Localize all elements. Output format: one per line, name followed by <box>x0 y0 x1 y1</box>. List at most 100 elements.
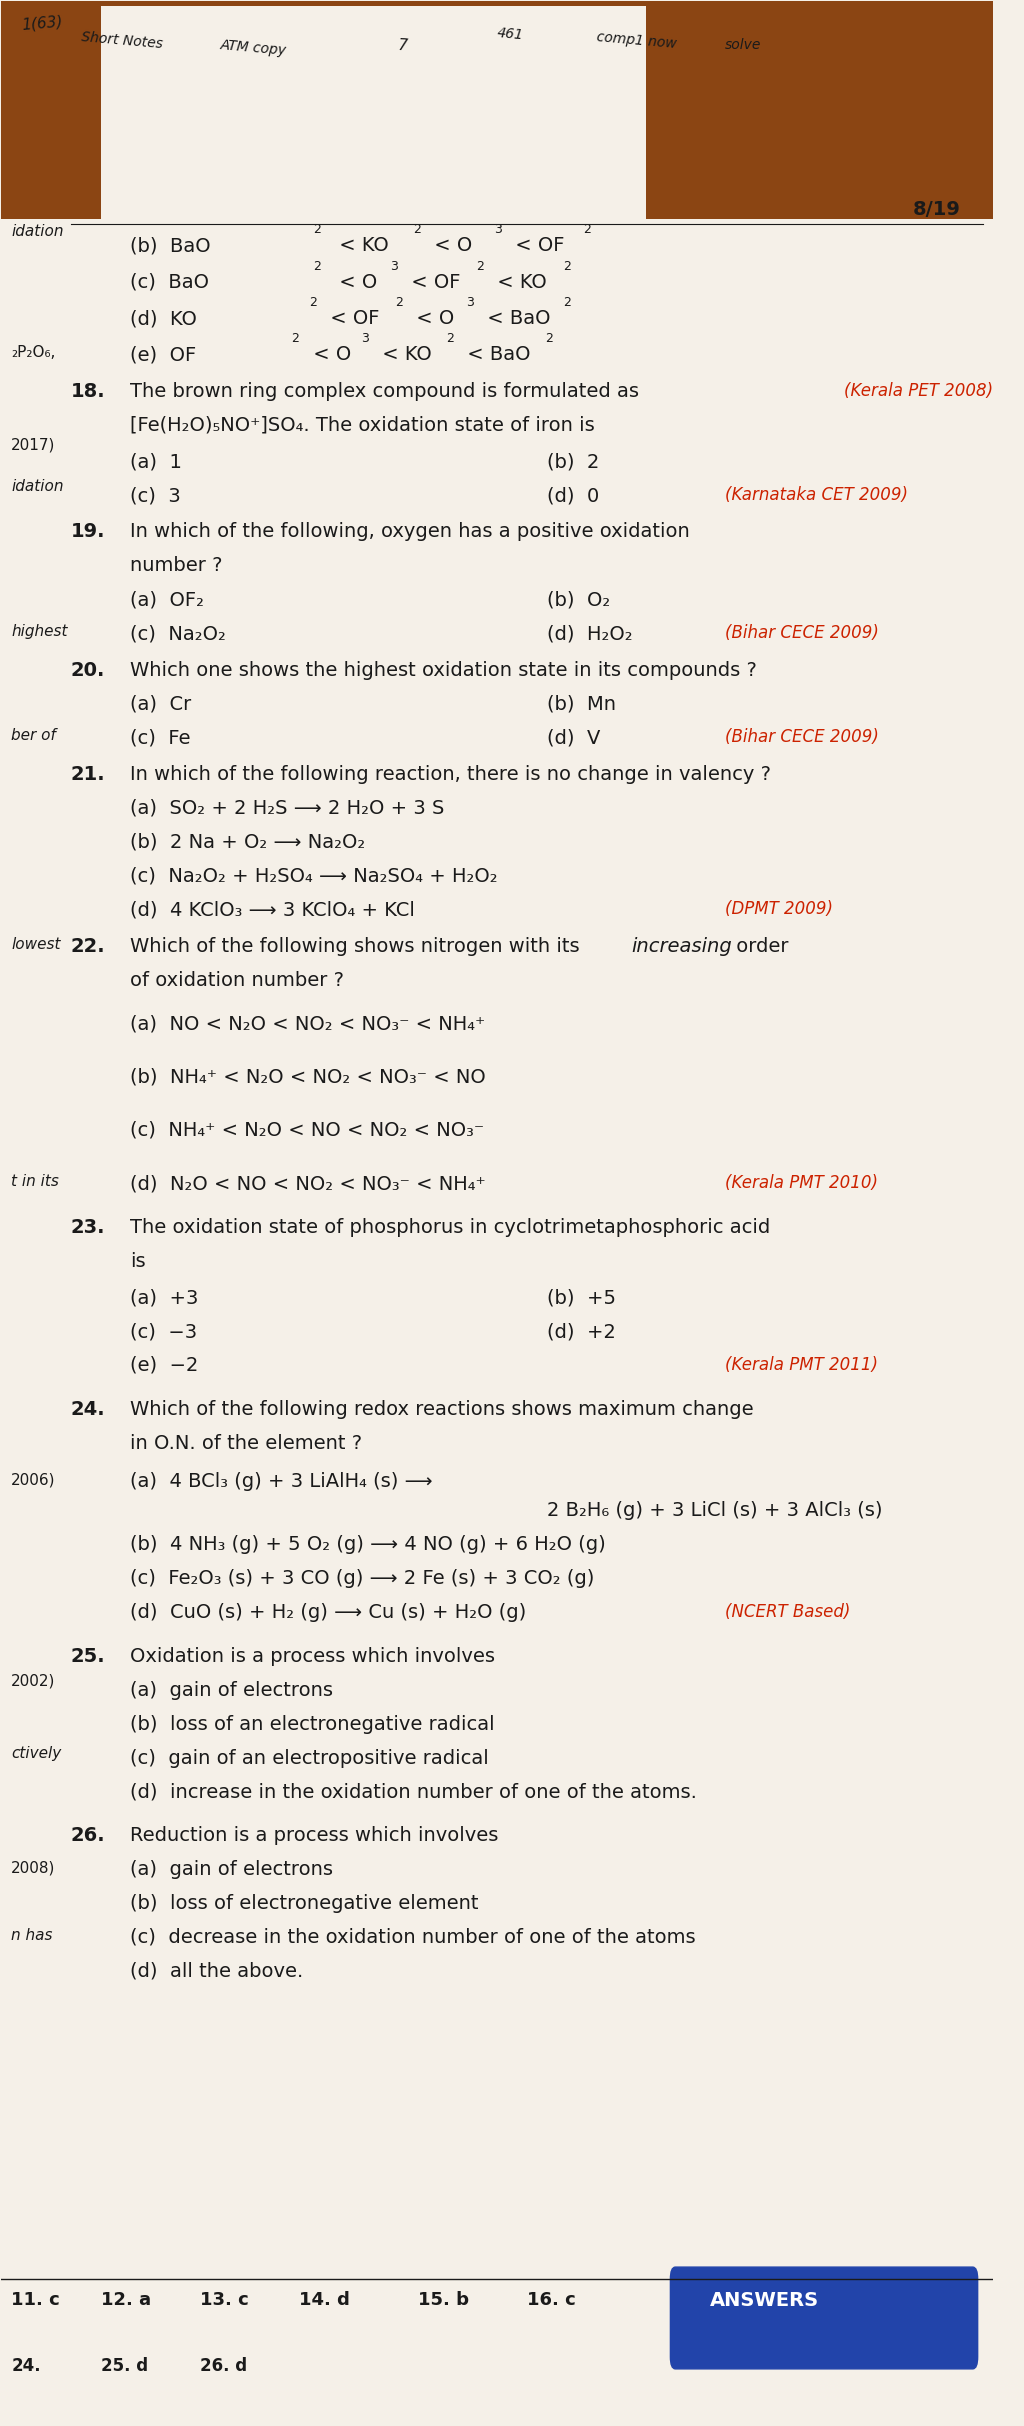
Text: 25.: 25. <box>71 1647 105 1667</box>
Text: (a)  4 BCl₃ (g) + 3 LiAlH₄ (s) ⟶: (a) 4 BCl₃ (g) + 3 LiAlH₄ (s) ⟶ <box>130 1473 433 1492</box>
Text: 2: 2 <box>308 296 316 308</box>
Text: 18.: 18. <box>71 381 105 400</box>
Text: (d)  4 KClO₃ ⟶ 3 KClO₄ + KCl: (d) 4 KClO₃ ⟶ 3 KClO₄ + KCl <box>130 900 415 919</box>
Text: (b)  NH₄⁺ < N₂O < NO₂ < NO₃⁻ < NO: (b) NH₄⁺ < N₂O < NO₂ < NO₃⁻ < NO <box>130 1067 486 1087</box>
Text: < OF: < OF <box>324 308 379 328</box>
Text: 2017): 2017) <box>11 437 55 454</box>
FancyBboxPatch shape <box>100 7 645 218</box>
Text: < BaO: < BaO <box>481 308 551 328</box>
Text: 2: 2 <box>476 260 484 272</box>
Text: (a)  +3: (a) +3 <box>130 1288 199 1308</box>
Text: t in its: t in its <box>11 1174 59 1189</box>
Text: 20.: 20. <box>71 660 105 679</box>
Text: (c)  Fe: (c) Fe <box>130 728 190 747</box>
Text: 2: 2 <box>313 223 322 235</box>
Text: (a)  gain of electrons: (a) gain of electrons <box>130 1861 333 1880</box>
Text: (c)  Fe₂O₃ (s) + 3 CO (g) ⟶ 2 Fe (s) + 3 CO₂ (g): (c) Fe₂O₃ (s) + 3 CO (g) ⟶ 2 Fe (s) + 3 … <box>130 1570 595 1589</box>
Text: (DPMT 2009): (DPMT 2009) <box>725 900 833 919</box>
Text: 21.: 21. <box>71 764 105 784</box>
Text: is: is <box>130 1252 145 1271</box>
Text: Which one shows the highest oxidation state in its compounds ?: Which one shows the highest oxidation st… <box>130 660 757 679</box>
Text: 2002): 2002) <box>11 1674 55 1688</box>
FancyBboxPatch shape <box>671 2268 978 2368</box>
Text: (a)  OF₂: (a) OF₂ <box>130 590 204 609</box>
Text: 24.: 24. <box>11 2356 41 2375</box>
Text: (a)  1: (a) 1 <box>130 451 182 471</box>
Text: idation: idation <box>11 478 63 495</box>
Text: (d)  all the above.: (d) all the above. <box>130 1963 303 1980</box>
Text: 26.: 26. <box>71 1827 105 1846</box>
Text: 2: 2 <box>395 296 402 308</box>
Text: 2: 2 <box>446 332 455 344</box>
Text: 2: 2 <box>563 260 571 272</box>
Text: Which of the following redox reactions shows maximum change: Which of the following redox reactions s… <box>130 1400 754 1419</box>
Text: 2008): 2008) <box>11 1861 55 1875</box>
Text: (b)  +5: (b) +5 <box>547 1288 615 1308</box>
Text: Short Notes: Short Notes <box>81 32 164 51</box>
Text: < O: < O <box>428 235 472 255</box>
Text: 3: 3 <box>361 332 369 344</box>
Text: (d)  0: (d) 0 <box>547 485 599 505</box>
Text: 2: 2 <box>413 223 421 235</box>
Text: 8/19: 8/19 <box>913 201 962 218</box>
Text: 3: 3 <box>466 296 474 308</box>
Text: (a)  NO < N₂O < NO₂ < NO₃⁻ < NH₄⁺: (a) NO < N₂O < NO₂ < NO₃⁻ < NH₄⁺ <box>130 1014 485 1033</box>
Text: 1(63): 1(63) <box>22 15 63 32</box>
Text: (d)  +2: (d) +2 <box>547 1322 615 1342</box>
FancyBboxPatch shape <box>1 2 992 218</box>
Text: (c)  Na₂O₂ + H₂SO₄ ⟶ Na₂SO₄ + H₂O₂: (c) Na₂O₂ + H₂SO₄ ⟶ Na₂SO₄ + H₂O₂ <box>130 866 498 885</box>
Text: 2: 2 <box>584 223 591 235</box>
Text: < KO: < KO <box>334 235 389 255</box>
Text: (c)  decrease in the oxidation number of one of the atoms: (c) decrease in the oxidation number of … <box>130 1929 696 1946</box>
Text: (d)  V: (d) V <box>547 728 600 747</box>
Text: The brown ring complex compound is formulated as: The brown ring complex compound is formu… <box>130 381 639 400</box>
Text: 24.: 24. <box>71 1400 105 1419</box>
Text: 461: 461 <box>497 27 524 41</box>
Text: (b)  2 Na + O₂ ⟶ Na₂O₂: (b) 2 Na + O₂ ⟶ Na₂O₂ <box>130 832 366 852</box>
Text: < KO: < KO <box>376 344 432 364</box>
Text: 12. a: 12. a <box>100 2290 151 2310</box>
Text: (c)  −3: (c) −3 <box>130 1322 198 1342</box>
Text: (e)  OF: (e) OF <box>130 344 197 364</box>
Text: order: order <box>730 936 788 956</box>
Text: 22.: 22. <box>71 936 105 956</box>
Text: (a)  SO₂ + 2 H₂S ⟶ 2 H₂O + 3 S: (a) SO₂ + 2 H₂S ⟶ 2 H₂O + 3 S <box>130 798 444 818</box>
Text: 2: 2 <box>563 296 571 308</box>
Text: (b)  Mn: (b) Mn <box>547 694 615 713</box>
Text: (b)  2: (b) 2 <box>547 451 599 471</box>
Text: 13. c: 13. c <box>200 2290 249 2310</box>
Text: < O: < O <box>410 308 454 328</box>
Text: number ?: number ? <box>130 556 223 575</box>
Text: 2: 2 <box>291 332 299 344</box>
Text: (Bihar CECE 2009): (Bihar CECE 2009) <box>725 728 879 747</box>
Text: Reduction is a process which involves: Reduction is a process which involves <box>130 1827 499 1846</box>
Text: (a)  Cr: (a) Cr <box>130 694 191 713</box>
Text: < OF: < OF <box>509 235 564 255</box>
Text: < O: < O <box>306 344 351 364</box>
Text: of oxidation number ?: of oxidation number ? <box>130 970 344 990</box>
Text: 2: 2 <box>546 332 553 344</box>
Text: n has: n has <box>11 1929 53 1943</box>
Text: 3: 3 <box>390 260 397 272</box>
Text: < KO: < KO <box>492 272 547 291</box>
Text: (e)  −2: (e) −2 <box>130 1356 199 1376</box>
Text: (b)  loss of electronegative element: (b) loss of electronegative element <box>130 1895 479 1914</box>
Text: 11. c: 11. c <box>11 2290 60 2310</box>
Text: (b)  BaO: (b) BaO <box>130 235 211 255</box>
Text: < BaO: < BaO <box>461 344 530 364</box>
Text: 25. d: 25. d <box>100 2356 147 2375</box>
Text: Which of the following shows nitrogen with its: Which of the following shows nitrogen wi… <box>130 936 586 956</box>
Text: in O.N. of the element ?: in O.N. of the element ? <box>130 1434 362 1453</box>
Text: (c)  3: (c) 3 <box>130 485 181 505</box>
Text: (b)  O₂: (b) O₂ <box>547 590 609 609</box>
Text: ₂P₂O₆,: ₂P₂O₆, <box>11 344 55 361</box>
Text: highest: highest <box>11 623 68 638</box>
Text: ANSWERS: ANSWERS <box>710 2290 819 2310</box>
Text: < O: < O <box>334 272 378 291</box>
Text: (d)  increase in the oxidation number of one of the atoms.: (d) increase in the oxidation number of … <box>130 1783 697 1803</box>
Text: Oxidation is a process which involves: Oxidation is a process which involves <box>130 1647 496 1667</box>
Text: (d)  H₂O₂: (d) H₂O₂ <box>547 623 632 643</box>
Text: (NCERT Based): (NCERT Based) <box>725 1604 850 1621</box>
Text: ber of: ber of <box>11 728 56 742</box>
Text: (d)  N₂O < NO < NO₂ < NO₃⁻ < NH₄⁺: (d) N₂O < NO < NO₂ < NO₃⁻ < NH₄⁺ <box>130 1174 486 1194</box>
